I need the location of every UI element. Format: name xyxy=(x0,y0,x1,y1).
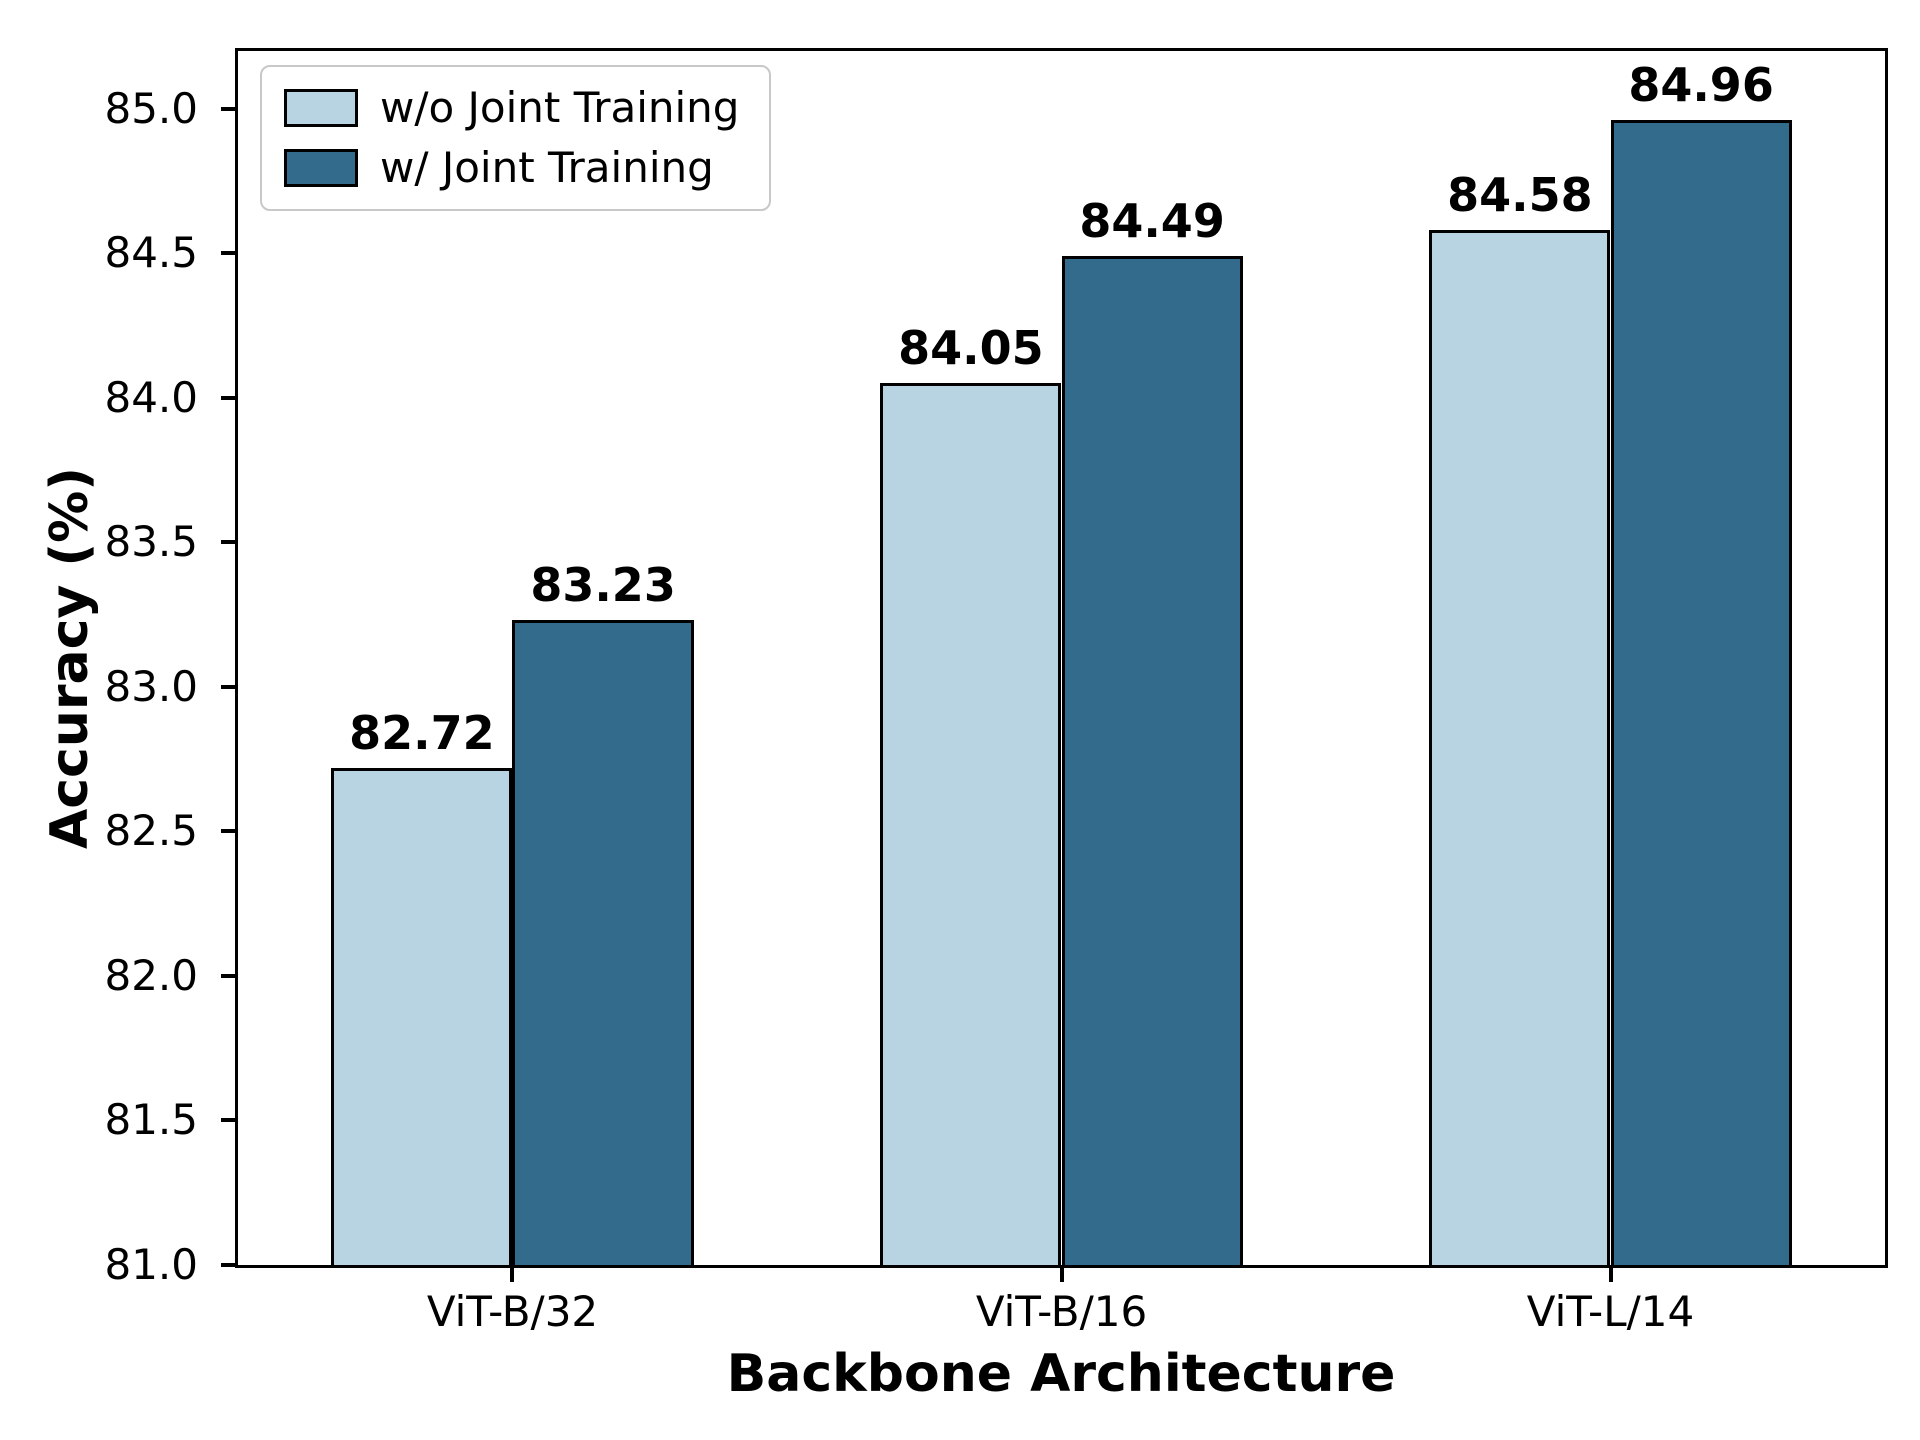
bar-value-label: 83.23 xyxy=(530,558,676,613)
bar-value-label: 84.49 xyxy=(1079,194,1225,249)
x-tick-label-vit-b-16: ViT-B/16 xyxy=(975,1287,1148,1336)
legend-swatch-dark-icon xyxy=(284,149,358,187)
bar-vit-l-14-w-o-joint-training xyxy=(1429,230,1611,1265)
y-tick-mark xyxy=(221,684,235,689)
y-tick-label: 84.5 xyxy=(104,228,198,278)
y-tick-mark xyxy=(221,1118,235,1123)
x-axis-label: Backbone Architecture xyxy=(726,1344,1396,1404)
legend-item-with-joint-training: w/ Joint Training xyxy=(284,147,739,189)
bar-value-label: 82.72 xyxy=(349,705,495,760)
x-tick-mark xyxy=(1608,1268,1613,1282)
bar-value-label: 84.58 xyxy=(1447,168,1593,223)
y-tick-mark xyxy=(221,540,235,545)
x-tick-mark xyxy=(1059,1268,1064,1282)
y-tick-mark xyxy=(221,106,235,111)
y-tick-label: 85.0 xyxy=(104,83,198,133)
y-tick-label: 83.5 xyxy=(104,517,198,567)
y-tick-label: 84.0 xyxy=(104,372,198,422)
y-tick-label: 82.5 xyxy=(104,806,198,856)
y-tick-label: 81.5 xyxy=(104,1095,198,1145)
y-tick-mark xyxy=(221,973,235,978)
x-tick-label-vit-b-32: ViT-B/32 xyxy=(426,1287,599,1336)
bar-vit-b-32-w-o-joint-training xyxy=(331,767,513,1265)
bar-value-label: 84.05 xyxy=(898,321,1044,376)
bar-vit-b-16-w-o-joint-training xyxy=(880,383,1062,1265)
y-tick-label: 81.0 xyxy=(104,1240,198,1289)
x-tick-label-vit-l-14: ViT-L/14 xyxy=(1526,1287,1695,1336)
legend-label: w/o Joint Training xyxy=(380,83,740,132)
bar-value-label: 84.96 xyxy=(1628,58,1774,113)
y-tick-label: 83.0 xyxy=(104,661,198,711)
x-tick-mark xyxy=(510,1268,515,1282)
bar-vit-b-16-w-joint-training xyxy=(1061,256,1243,1265)
y-tick-mark xyxy=(221,1263,235,1267)
legend-item-without-joint-training: w/o Joint Training xyxy=(284,87,739,129)
bar-vit-b-32-w-joint-training xyxy=(512,620,694,1265)
y-tick-label: 82.0 xyxy=(104,950,198,1000)
y-tick-mark xyxy=(221,251,235,256)
legend: w/o Joint Training w/ Joint Training xyxy=(260,65,772,211)
legend-swatch-light-icon xyxy=(284,89,358,127)
y-tick-mark xyxy=(221,395,235,400)
y-tick-mark xyxy=(221,829,235,834)
plot-area: w/o Joint Training w/ Joint Training 81.… xyxy=(104,48,1888,1333)
bar-vit-l-14-w-joint-training xyxy=(1610,120,1792,1265)
legend-label: w/ Joint Training xyxy=(380,143,714,192)
